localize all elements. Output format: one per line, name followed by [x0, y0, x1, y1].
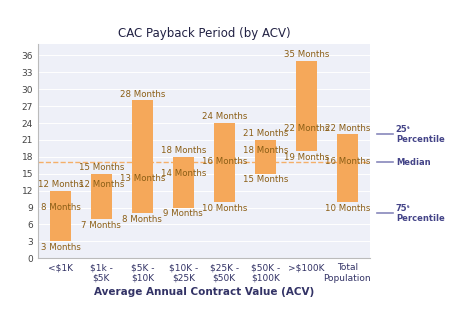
Text: 15 Months: 15 Months [243, 175, 288, 185]
Text: 10 Months: 10 Months [201, 203, 247, 213]
Bar [50, 191, 71, 241]
Bar [91, 174, 112, 219]
Text: 75ᵗ
Percentile: 75ᵗ Percentile [396, 203, 445, 223]
Text: 12 Months: 12 Months [38, 180, 83, 189]
Text: 25ᵗ
Percentile: 25ᵗ Percentile [396, 125, 445, 144]
Text: 18 Months: 18 Months [161, 146, 206, 155]
Bar [173, 157, 194, 208]
Text: 28 Months: 28 Months [120, 90, 165, 99]
Text: 13 Months: 13 Months [120, 174, 165, 183]
Text: 19 Months: 19 Months [283, 153, 329, 162]
Text: 8 Months: 8 Months [122, 215, 162, 224]
Text: 24 Months: 24 Months [201, 112, 247, 121]
Text: 22 Months: 22 Months [283, 123, 329, 133]
X-axis label: Average Annual Contract Value (ACV): Average Annual Contract Value (ACV) [94, 287, 314, 297]
Text: 15 Months: 15 Months [79, 163, 124, 172]
Text: 3 Months: 3 Months [40, 243, 81, 252]
Text: 14 Months: 14 Months [161, 169, 206, 178]
Text: 16 Months: 16 Months [325, 158, 370, 166]
Bar [337, 134, 358, 202]
Text: 22 Months: 22 Months [325, 123, 370, 133]
Text: 8 Months: 8 Months [40, 203, 81, 211]
Text: 10 Months: 10 Months [325, 203, 370, 213]
Text: Median: Median [396, 158, 430, 167]
Text: 16 Months: 16 Months [201, 158, 247, 166]
Text: 35 Months: 35 Months [283, 50, 329, 59]
Text: 12 Months: 12 Months [79, 180, 124, 189]
Text: 18 Months: 18 Months [243, 146, 288, 155]
Text: 7 Months: 7 Months [82, 220, 121, 230]
Bar [255, 140, 276, 174]
Text: 9 Months: 9 Months [164, 209, 203, 218]
Bar [132, 100, 153, 213]
Bar [214, 123, 235, 202]
Text: 21 Months: 21 Months [243, 129, 288, 138]
Title: CAC Payback Period (by ACV): CAC Payback Period (by ACV) [118, 27, 290, 40]
Bar [296, 61, 317, 151]
